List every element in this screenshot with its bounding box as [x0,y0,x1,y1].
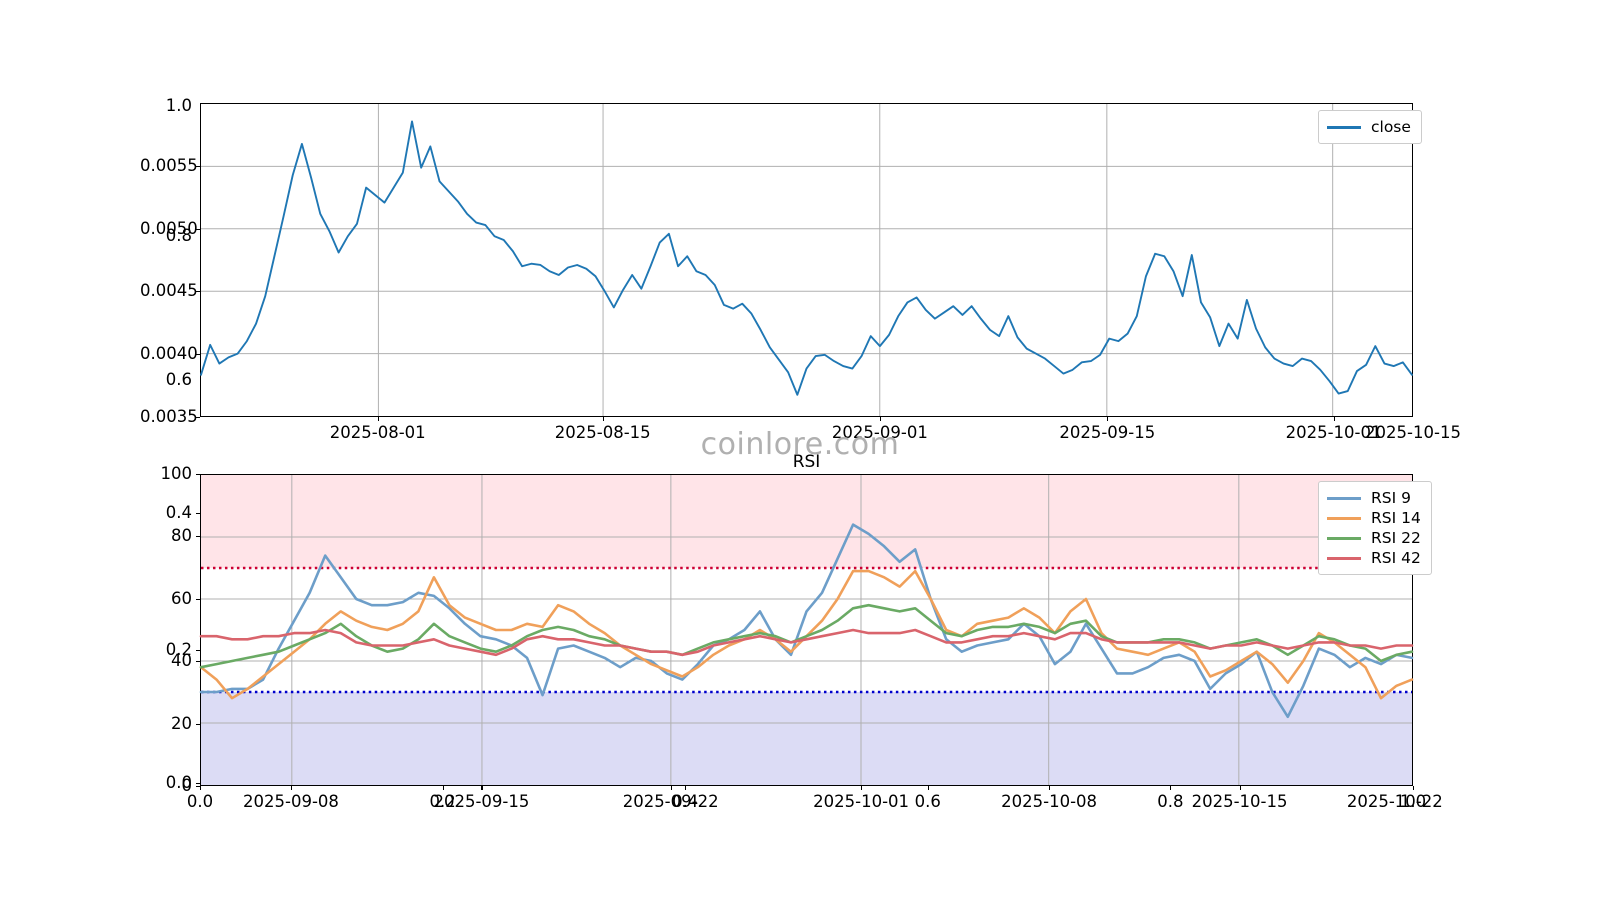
rsi-x-tickmark [670,786,672,790]
rsi-x-tick-normalized-label: 0.2 [429,792,456,811]
rsi-plot-area [199,475,1414,785]
rsi-legend-item[interactable]: RSI 9 [1327,488,1421,508]
rsi-x-tick-normalized-label: 0.0 [186,792,214,811]
rsi-x-normalized-tickmark [1413,786,1415,790]
rsi-chart-title: RSI [792,452,821,472]
price-chart-axes [200,103,1413,417]
price-x-tick-label: 2025-08-01 [329,423,426,442]
price-y-tick-label: 0.0045 [140,281,198,301]
legend-line-swatch [1327,125,1361,129]
rsi-y-tickmark [196,723,200,725]
rsi-x-tickmark [481,786,483,790]
price-x-tickmark [602,417,604,421]
price-y-tick-label: 0.0040 [140,343,198,363]
rsi-y-tick-label: 20 [171,713,192,733]
legend-line-swatch [1327,556,1361,560]
rsi-y-normalized-tickmark [196,783,200,785]
price-y-tickmark [196,228,200,230]
price-y-tickmark [196,417,200,419]
rsi-y-tick-normalized-label: 0.0 [165,772,192,792]
price-x-tick-label: 2025-10-15 [1365,423,1461,442]
price-y-tick-normalized-label: 0.8 [165,226,192,246]
rsi-y-tickmark [196,598,200,600]
price-x-tickmark [879,417,881,421]
legend-line-swatch [1327,536,1361,540]
rsi-x-tick-label: 2025-10-08 [1001,792,1098,811]
price-legend: close [1318,110,1422,144]
rsi-x-normalized-tickmark [1170,786,1172,790]
rsi-x-tick-label: 2025-09-22 [622,792,719,811]
price-y-tickmark [196,165,200,167]
price-x-tickmark [1333,417,1335,421]
rsi-x-tickmark [1239,786,1241,790]
price-x-tickmark [377,417,379,421]
price-y-tickmark [196,291,200,293]
rsi-y-tick-label: 0 [181,775,193,795]
legend-line-swatch [1327,496,1361,500]
rsi-x-normalized-tickmark [442,786,444,790]
rsi-chart-axes [199,474,1414,786]
price-x-tick-label: 2025-09-15 [1059,423,1156,442]
rsi-x-tick-label: 2025-09-15 [433,792,530,811]
price-x-tick-label: 2025-08-15 [554,423,651,442]
legend-line-swatch [1327,516,1361,520]
legend-label: RSI 14 [1371,509,1421,527]
rsi-y-tick-label: 40 [171,650,192,670]
rsi-y-tick-label: 100 [160,463,193,483]
price-y-tick-normalized-label: 1.0 [165,95,192,115]
price-x-tick-label: 2025-09-01 [831,423,928,442]
rsi-legend: RSI 9 RSI 14 RSI 22 RSI 42 [1318,481,1432,575]
rsi-x-tick-label: 2025-09-08 [243,792,339,811]
rsi-x-tickmark [1049,786,1051,790]
rsi-y-tick-label: 80 [171,526,192,546]
price-y-tick-normalized-label: 0.6 [165,370,192,390]
rsi-x-normalized-tickmark [685,786,687,790]
rsi-x-normalized-tickmark [200,786,202,790]
rsi-x-tickmark [290,786,293,790]
legend-label: close [1371,118,1411,136]
rsi-x-tickmark [861,786,863,790]
price-y-tick-label: 0.0035 [140,406,198,426]
rsi-y-tickmark [196,786,200,788]
rsi-y-normalized-tickmark [196,513,200,515]
rsi-y-tickmark [196,536,200,538]
rsi-x-tick-label: 2025-10-15 [1191,792,1288,811]
rsi-y-tickmark [196,661,200,663]
rsi-legend-item[interactable]: RSI 42 [1327,548,1421,568]
rsi-x-tick-label: 2025-10-22 [1346,792,1443,811]
rsi-legend-item[interactable]: RSI 14 [1327,508,1421,528]
rsi-x-tick-normalized-label: 1.0 [1399,792,1427,811]
price-y-tick-label: 0.0055 [140,155,198,175]
price-y-tick-label: 0.0050 [140,218,198,238]
price-y-tickmark [196,354,200,356]
price-x-tickmark [1107,417,1109,421]
price-x-tick-label: 2025-10-01 [1285,423,1382,442]
rsi-y-tick-label: 60 [171,588,192,608]
price-plot-area [200,104,1413,416]
rsi-y-tick-normalized-label: 0.2 [165,640,192,660]
legend-label: RSI 42 [1371,549,1421,567]
rsi-y-tickmark [196,474,200,476]
rsi-x-tick-label: 2025-10-01 [813,792,910,811]
rsi-legend-item[interactable]: RSI 22 [1327,528,1421,548]
price-legend-item[interactable]: close [1327,117,1411,137]
rsi-y-normalized-tickmark [196,650,200,652]
rsi-x-tick-normalized-label: 0.8 [1157,792,1184,811]
legend-label: RSI 22 [1371,529,1421,547]
rsi-y-tick-normalized-label: 0.4 [165,502,192,522]
rsi-x-normalized-tickmark [927,786,929,790]
legend-label: RSI 9 [1371,489,1411,507]
rsi-x-tick-normalized-label: 0.6 [914,792,941,811]
rsi-x-tick-normalized-label: 0.4 [672,792,699,811]
